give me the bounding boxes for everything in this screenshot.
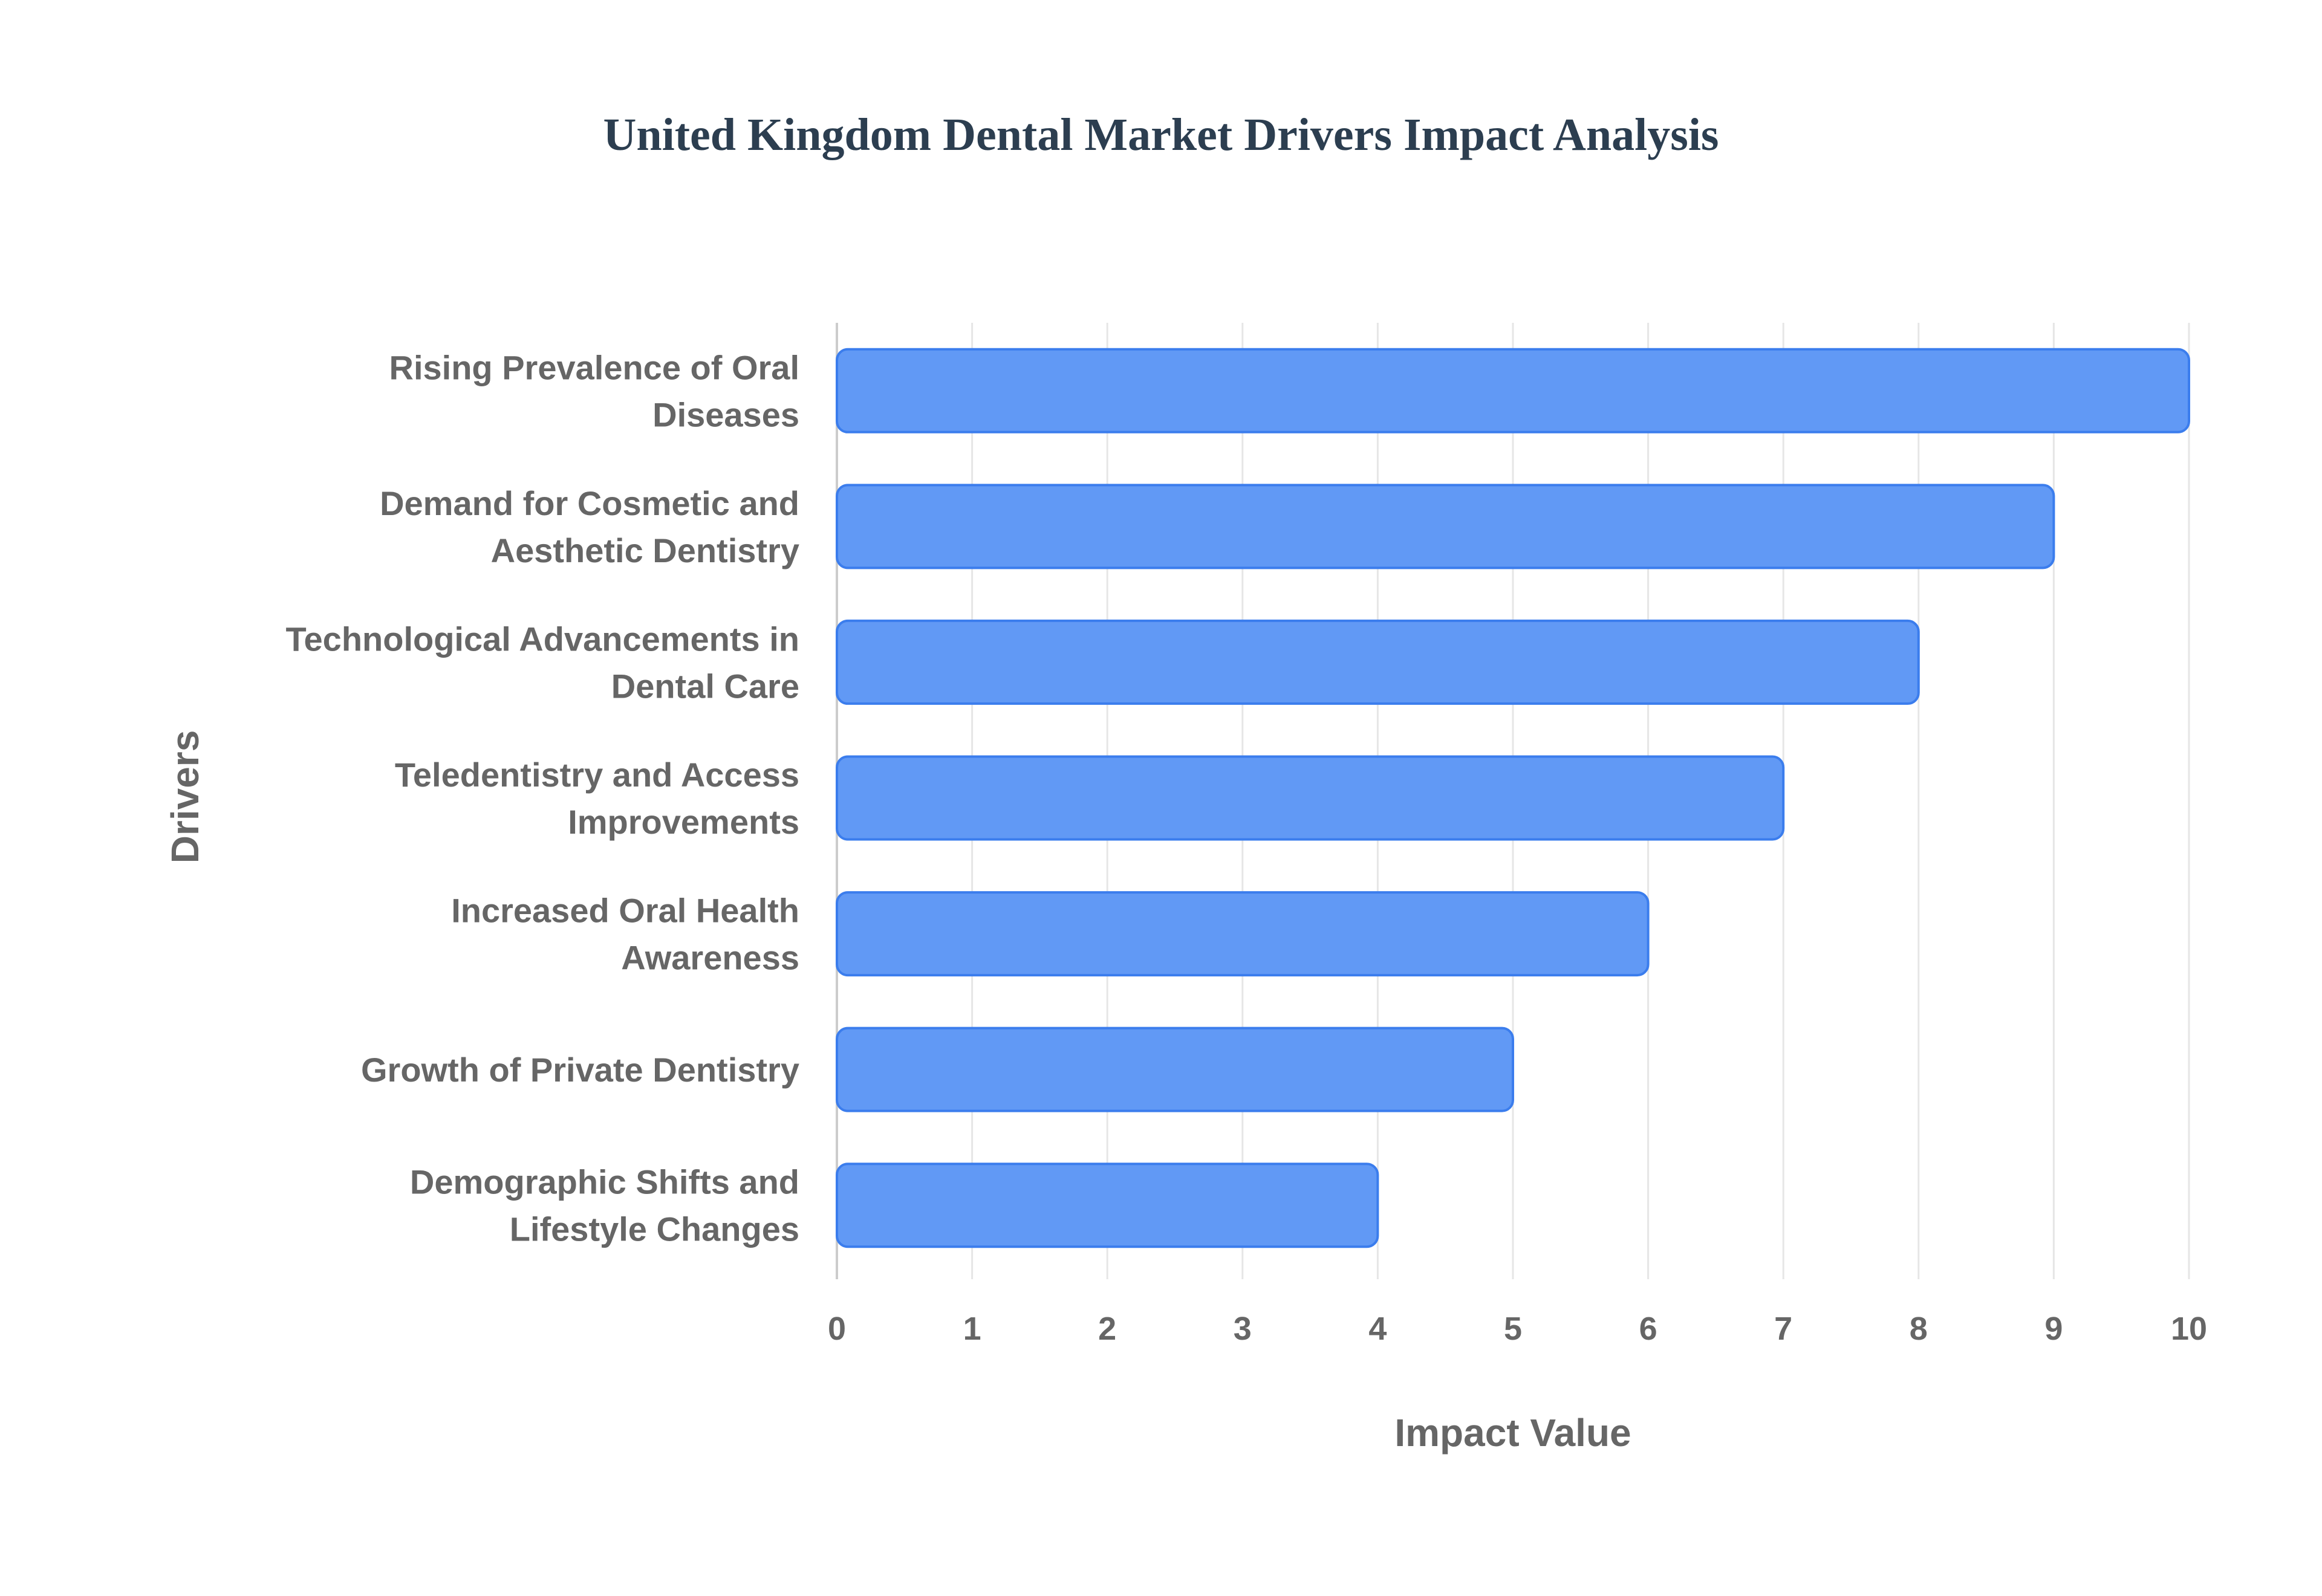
y-tick-label: Growth of Private Dentistry bbox=[361, 1051, 799, 1089]
x-tick-label: 10 bbox=[2171, 1311, 2207, 1347]
x-tick-label: 1 bbox=[963, 1311, 981, 1347]
y-tick-label: Rising Prevalence of Oral bbox=[389, 348, 799, 386]
y-tick-label: Dental Care bbox=[611, 667, 799, 705]
x-tick-label: 8 bbox=[1910, 1311, 1928, 1347]
x-tick-label: 2 bbox=[1098, 1311, 1116, 1347]
bar bbox=[836, 1027, 1514, 1112]
x-tick-label: 3 bbox=[1234, 1311, 1252, 1347]
bar bbox=[836, 484, 2055, 569]
bar bbox=[836, 619, 1920, 705]
bar bbox=[836, 1163, 1379, 1248]
y-tick-label: Lifestyle Changes bbox=[510, 1210, 799, 1248]
y-tick-label: Teledentistry and Access bbox=[395, 756, 799, 794]
x-tick-label: 5 bbox=[1504, 1311, 1522, 1347]
y-tick-label: Awareness bbox=[621, 939, 799, 977]
y-tick-label: Technological Advancements in bbox=[285, 620, 799, 658]
x-axis-label: Impact Value bbox=[1394, 1411, 1631, 1455]
x-tick-label: 6 bbox=[1639, 1311, 1657, 1347]
y-tick-label: Improvements bbox=[568, 803, 799, 841]
x-tick-label: 7 bbox=[1774, 1311, 1792, 1347]
y-axis-label: Drivers bbox=[163, 730, 207, 864]
bar bbox=[836, 348, 2190, 433]
x-tick-label: 4 bbox=[1368, 1311, 1387, 1347]
bar bbox=[836, 891, 1650, 977]
y-tick-label: Demographic Shifts and bbox=[410, 1163, 799, 1201]
y-tick-label: Increased Oral Health bbox=[451, 892, 799, 930]
x-tick-label: 0 bbox=[828, 1311, 846, 1347]
chart-title: United Kingdom Dental Market Drivers Imp… bbox=[603, 109, 1719, 160]
y-tick-label: Diseases bbox=[652, 395, 799, 433]
x-tick-label: 9 bbox=[2044, 1311, 2063, 1347]
y-tick-label: Aesthetic Dentistry bbox=[491, 531, 799, 569]
y-tick-label: Demand for Cosmetic and bbox=[380, 484, 799, 522]
bar bbox=[836, 755, 1785, 841]
